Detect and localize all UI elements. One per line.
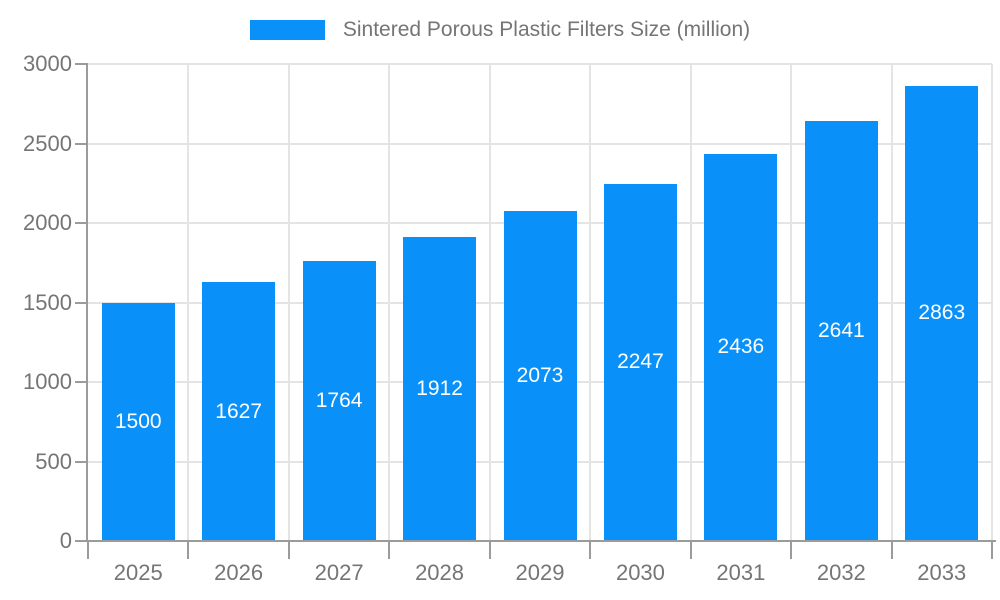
y-axis-tick-label: 0: [59, 528, 72, 553]
vertical-gridline: [589, 64, 592, 541]
y-axis-tick-label: 500: [35, 448, 72, 474]
bar-value-label: 2863: [918, 301, 966, 325]
x-axis-tick: [87, 542, 89, 559]
bar-value-label: 2073: [516, 364, 564, 388]
x-axis-tick: [187, 542, 190, 559]
vertical-gridline: [991, 64, 993, 541]
bar: 1500: [101, 302, 175, 541]
vertical-gridline: [790, 64, 793, 541]
vertical-gridline: [890, 64, 893, 541]
y-axis-tick-label: 3000: [23, 51, 72, 76]
bar-value-label: 1500: [114, 409, 162, 433]
bar: 1764: [302, 260, 376, 541]
x-axis-tick: [991, 542, 993, 559]
legend-label: Sintered Porous Plastic Filters Size (mi…: [342, 18, 751, 41]
horizontal-gridline: [88, 142, 992, 145]
bar: 2073: [503, 211, 577, 541]
vertical-gridline: [689, 64, 692, 541]
x-axis-tick-label: 2025: [113, 560, 163, 585]
x-axis-tick: [689, 542, 692, 559]
x-axis-tick: [589, 542, 592, 559]
bar: 2247: [603, 183, 677, 541]
bar: 1627: [202, 282, 276, 541]
y-axis-line: [86, 64, 88, 542]
vertical-gridline: [287, 64, 290, 541]
bar: 2641: [804, 121, 878, 541]
vertical-gridline: [488, 64, 491, 541]
bar-value-label: 1764: [315, 388, 363, 412]
x-axis-tick-label: 2033: [917, 560, 967, 585]
y-axis-tick: [75, 142, 88, 145]
y-axis-tick: [75, 222, 88, 224]
bar-value-label: 2247: [617, 350, 664, 374]
plot-area: 1500 1627 1764 1912 2073 2247 2436 2641 2863: [88, 63, 993, 541]
bar-value-label: 1627: [215, 399, 263, 423]
x-axis-tick-label: 2031: [716, 560, 766, 585]
legend[interactable]: Sintered Porous Plastic Filters Size (mi…: [0, 18, 1000, 42]
bar: 1912: [403, 237, 477, 541]
y-axis-tick-label: 1500: [23, 289, 72, 315]
x-axis-tick: [890, 542, 893, 559]
legend-swatch: [249, 20, 325, 40]
vertical-gridline: [388, 64, 391, 541]
y-axis-tick: [75, 63, 88, 65]
y-axis-tick: [75, 381, 88, 383]
bar-value-label: 1912: [416, 377, 463, 400]
bar: 2863: [905, 85, 979, 541]
bar-value-label: 2641: [817, 319, 865, 343]
x-axis-tick-label: 2027: [314, 560, 364, 585]
vertical-gridline: [187, 64, 190, 541]
y-axis-tick-label: 1000: [23, 369, 72, 394]
x-axis-tick-label: 2026: [214, 560, 264, 585]
y-axis-tick-label: 2500: [23, 130, 72, 156]
horizontal-gridline: [88, 63, 992, 65]
y-axis-tick: [75, 460, 88, 463]
x-axis-tick: [388, 542, 391, 559]
x-axis-tick: [488, 542, 491, 559]
x-axis-tick: [790, 542, 793, 559]
x-axis-tick-label: 2030: [615, 560, 665, 585]
x-axis-tick-label: 2032: [816, 560, 866, 585]
bar-value-label: 2436: [717, 335, 765, 359]
x-axis-line: [75, 540, 996, 542]
x-axis-tick-label: 2029: [515, 560, 565, 585]
x-axis-tick-label: 2028: [415, 560, 465, 585]
bar: 2436: [704, 153, 778, 541]
y-axis-tick: [75, 301, 88, 304]
x-axis-tick: [287, 542, 290, 559]
y-axis-tick-label: 2000: [23, 210, 72, 235]
